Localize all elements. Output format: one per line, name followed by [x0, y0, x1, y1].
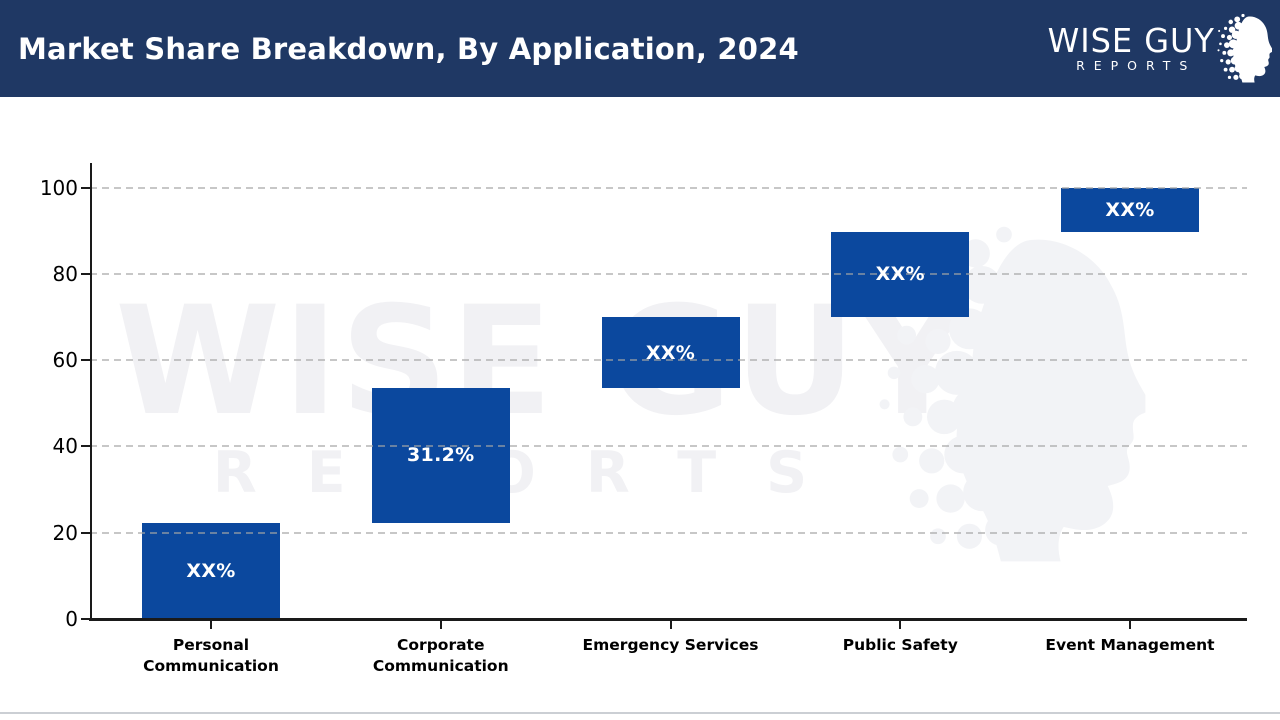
- gridline-20: [90, 531, 1247, 534]
- y-tick-100: [81, 186, 90, 189]
- y-tick-label-100: 100: [39, 175, 78, 200]
- y-tick-20: [81, 531, 90, 534]
- page-title: Market Share Breakdown, By Application, …: [18, 31, 799, 66]
- y-tick-label-80: 80: [52, 261, 78, 286]
- bar-value-label: XX%: [1105, 198, 1155, 221]
- gridline-80: [90, 272, 1247, 275]
- x-tick-1: [210, 621, 212, 629]
- footer-divider: [0, 712, 1280, 714]
- x-tick-3: [669, 621, 672, 629]
- x-category-label: Public Safety: [842, 636, 958, 654]
- x-tick-5: [1129, 621, 1131, 629]
- bar-emergency-services: XX%: [601, 316, 740, 389]
- y-tick-80: [81, 272, 90, 275]
- y-tick-40: [81, 445, 90, 448]
- bar-value-label: XX%: [875, 263, 925, 286]
- y-tick-label-20: 20: [52, 520, 78, 545]
- x-category-label: Personal Communication: [143, 636, 279, 675]
- y-tick-0: [81, 618, 90, 620]
- gridline-60: [90, 359, 1247, 362]
- bar-corporate-communication: 31.2%: [371, 388, 510, 523]
- logo-brand-subtitle: REPORTS: [1076, 58, 1197, 74]
- bar-value-label: XX%: [645, 341, 696, 364]
- gridline-100: [90, 186, 1247, 189]
- wiseguy-logo-text: WISE GUY REPORTS: [1045, 24, 1218, 73]
- y-tick-label-0: 0: [65, 607, 78, 631]
- gridline-40: [90, 445, 1247, 448]
- x-category-label: Event Management: [1045, 636, 1215, 654]
- bar-event-management: XX%: [1061, 187, 1199, 232]
- watermark-brand-subtext: REPORTS: [212, 440, 858, 506]
- wiseguy-head-icon: [1214, 9, 1272, 89]
- y-tick-60: [81, 359, 90, 362]
- x-axis-line: [89, 618, 1247, 621]
- header-banner: Market Share Breakdown, By Application, …: [0, 0, 1280, 97]
- x-category-label: Emergency Services: [582, 636, 759, 654]
- logo-brand-name: WISE GUY: [1048, 21, 1216, 61]
- bar-personal-communication: XX%: [142, 522, 280, 619]
- watermark-brand-text: WISE GUY: [115, 275, 969, 449]
- y-tick-label-60: 60: [52, 348, 78, 373]
- bar-value-label: 31.2%: [407, 444, 475, 467]
- waterfall-chart: WISE GUY REPORTS XX% 31.2% XX% XX% XX% 0 20 40 6…: [0, 97, 1280, 720]
- x-tick-2: [439, 621, 442, 629]
- x-category-label: Corporate Communication: [372, 636, 509, 675]
- wiseguy-logo: WISE GUY REPORTS: [1030, 0, 1272, 97]
- y-axis-line: [90, 163, 92, 621]
- bar-value-label: XX%: [186, 559, 236, 582]
- y-tick-label-40: 40: [52, 434, 78, 459]
- x-tick-4: [899, 621, 902, 629]
